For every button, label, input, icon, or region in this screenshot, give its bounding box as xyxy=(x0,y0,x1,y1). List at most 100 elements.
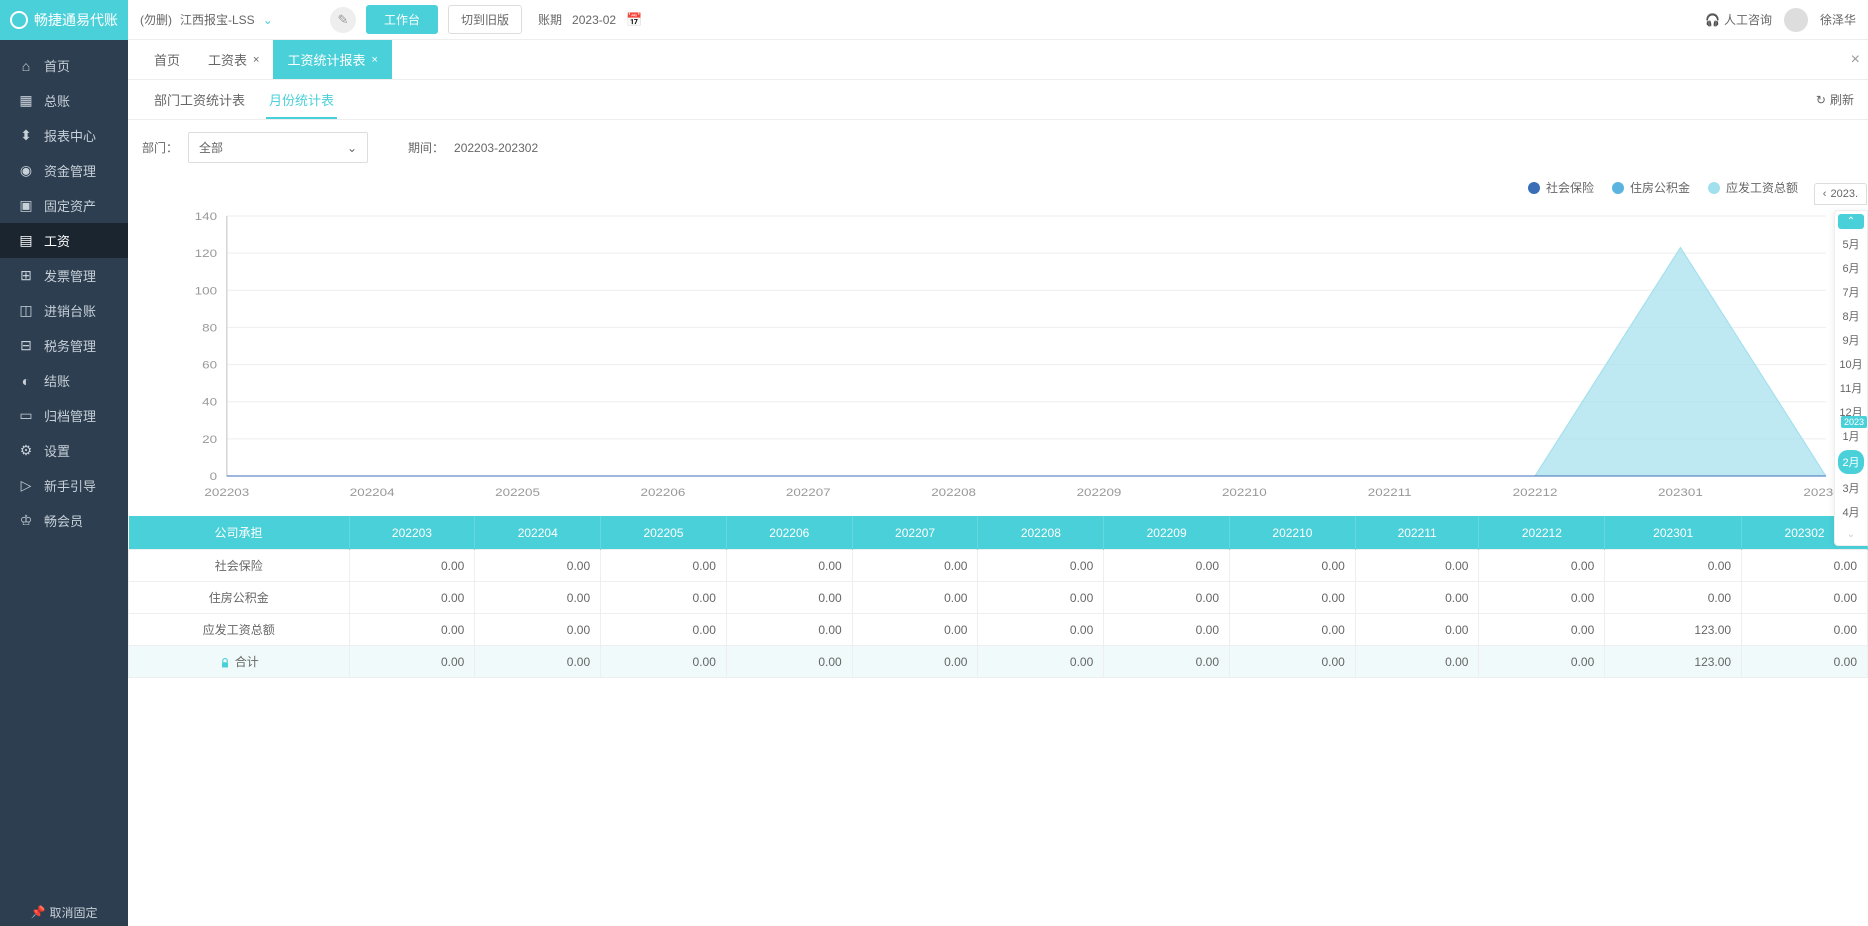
table-cell: 0.00 xyxy=(726,646,852,678)
close-all-tabs-icon[interactable]: × xyxy=(1851,51,1860,69)
unpin-label: 取消固定 xyxy=(49,904,97,921)
table-cell: 0.00 xyxy=(726,614,852,646)
table-cell: 123.00 xyxy=(1605,646,1742,678)
calendar-icon[interactable]: 📅 xyxy=(626,12,642,28)
table-header: 公司承担 xyxy=(129,516,350,550)
month-item[interactable]: 2月 xyxy=(1838,450,1864,474)
unpin-button[interactable]: 📌 取消固定 xyxy=(0,898,128,926)
nav-label: 税务管理 xyxy=(44,336,96,355)
nav-label: 总账 xyxy=(44,91,70,110)
tab-工资表[interactable]: 工资表× xyxy=(194,40,273,79)
table-cell: 0.00 xyxy=(978,614,1104,646)
month-scroll-up[interactable]: ⌃ xyxy=(1838,214,1864,229)
nav-item-畅会员[interactable]: ♔畅会员 xyxy=(0,503,128,538)
nav-icon: ▣ xyxy=(18,198,34,214)
nav-item-税务管理[interactable]: ⊟ 税务管理 xyxy=(0,328,128,363)
filters: 部门： 全部 ⌄ 期间： 202203-202302 xyxy=(128,120,1868,175)
table-cell: 0.00 xyxy=(475,646,601,678)
support-button[interactable]: 🎧 人工咨询 xyxy=(1705,11,1772,28)
avatar[interactable] xyxy=(1784,8,1808,32)
chevron-down-icon: ⌄ xyxy=(347,141,357,155)
table-header: 202301 xyxy=(1605,516,1742,550)
nav-item-总账[interactable]: ▦ 总账 xyxy=(0,83,128,118)
logo-text: 畅捷通易代账 xyxy=(34,10,118,30)
table-cell: 0.00 xyxy=(349,646,475,678)
dept-select[interactable]: 全部 ⌄ xyxy=(188,132,368,163)
table-header: 202204 xyxy=(475,516,601,550)
month-item[interactable]: 3月 xyxy=(1835,476,1867,500)
nav-label: 畅会员 xyxy=(44,511,83,530)
month-item[interactable]: 5月 xyxy=(1835,232,1867,256)
month-item[interactable]: 11月 xyxy=(1835,376,1867,400)
nav-icon: ⬍ xyxy=(18,128,34,144)
subtab-label: 部门工资统计表 xyxy=(154,90,245,109)
table-cell: 0.00 xyxy=(601,550,727,582)
close-icon[interactable]: × xyxy=(253,54,259,66)
nav-item-设置[interactable]: ⚙设置 xyxy=(0,433,128,468)
close-icon[interactable]: × xyxy=(371,54,377,66)
chart: 0204060801001201402022032022042022052022… xyxy=(178,206,1838,506)
table-row: 应发工资总额0.000.000.000.000.000.000.000.000.… xyxy=(129,614,1868,646)
nav-icon: ▦ xyxy=(18,93,34,109)
month-scroll-down[interactable]: ⌄ xyxy=(1838,527,1864,542)
svg-text:202211: 202211 xyxy=(1368,486,1412,499)
nav-item-资金管理[interactable]: ◉资金管理 xyxy=(0,153,128,188)
table-cell: 0.00 xyxy=(1605,550,1742,582)
workspace-button[interactable]: 工作台 xyxy=(366,5,438,34)
table-cell: 0.00 xyxy=(1230,582,1356,614)
table-cell: 0.00 xyxy=(978,646,1104,678)
legend-item[interactable]: 应发工资总额 xyxy=(1708,179,1798,196)
table-cell: 0.00 xyxy=(1355,582,1479,614)
nav-item-归档管理[interactable]: ▭归档管理 xyxy=(0,398,128,433)
nav-item-首页[interactable]: ⌂首页 xyxy=(0,48,128,83)
subtab-部门工资统计表[interactable]: 部门工资统计表 xyxy=(142,80,257,119)
nav-icon: ⊟ xyxy=(18,338,34,354)
legend-dot xyxy=(1528,182,1540,194)
table-header: 202208 xyxy=(978,516,1104,550)
month-item[interactable]: 7月 xyxy=(1835,280,1867,304)
nav-item-固定资产[interactable]: ▣固定资产 xyxy=(0,188,128,223)
company-select[interactable]: (勿删) 江西报宝-LSS ⌄ xyxy=(140,11,320,28)
lock-icon xyxy=(219,657,231,669)
month-year-tab[interactable]: ‹ 2023. xyxy=(1814,183,1867,205)
nav-item-进销台账[interactable]: ◫进销台账 xyxy=(0,293,128,328)
table-cell: 0.00 xyxy=(852,614,978,646)
svg-text:80: 80 xyxy=(202,322,217,335)
note-icon[interactable]: ✎ xyxy=(330,7,356,33)
legend-item[interactable]: 住房公积金 xyxy=(1612,179,1690,196)
month-item[interactable]: 4月 xyxy=(1835,500,1867,524)
row-label: 应发工资总额 xyxy=(129,614,350,646)
month-item[interactable]: 6月 xyxy=(1835,256,1867,280)
period-label: 账期 xyxy=(538,11,562,28)
dept-label: 部门： xyxy=(142,139,178,156)
refresh-button[interactable]: ↻ 刷新 xyxy=(1816,91,1854,108)
nav-item-工资[interactable]: ▤工资 xyxy=(0,223,128,258)
month-item[interactable]: 9月 xyxy=(1835,328,1867,352)
table-cell: 0.00 xyxy=(1479,582,1605,614)
svg-text:202203: 202203 xyxy=(204,486,249,499)
switch-old-button[interactable]: 切到旧版 xyxy=(448,5,522,34)
tab-工资统计报表[interactable]: 工资统计报表× xyxy=(273,40,391,79)
period-value: 2023-02 xyxy=(572,13,616,27)
nav-label: 进销台账 xyxy=(44,301,96,320)
table-cell: 0.00 xyxy=(1104,614,1230,646)
logo-icon xyxy=(10,11,28,29)
subtab-月份统计表[interactable]: 月份统计表 xyxy=(257,80,346,119)
month-item[interactable]: 10月 xyxy=(1835,352,1867,376)
svg-text:202208: 202208 xyxy=(931,486,976,499)
nav-item-新手引导[interactable]: ▷新手引导 xyxy=(0,468,128,503)
nav-item-发票管理[interactable]: ⊞发票管理 xyxy=(0,258,128,293)
tab-首页[interactable]: 首页 xyxy=(140,40,194,79)
nav-icon: ⚙ xyxy=(18,443,34,459)
table-cell: 0.00 xyxy=(1479,646,1605,678)
table-cell: 0.00 xyxy=(1355,646,1479,678)
svg-text:202302: 202302 xyxy=(1803,486,1838,499)
table-row: 合计0.000.000.000.000.000.000.000.000.000.… xyxy=(129,646,1868,678)
table-cell: 0.00 xyxy=(852,550,978,582)
legend-item[interactable]: 社会保险 xyxy=(1528,179,1594,196)
nav-item-报表中心[interactable]: ⬍报表中心 xyxy=(0,118,128,153)
table-header: 202206 xyxy=(726,516,852,550)
month-item[interactable]: 8月 xyxy=(1835,304,1867,328)
nav-item-结账[interactable]: ◐结账 xyxy=(0,363,128,398)
table-cell: 0.00 xyxy=(1230,614,1356,646)
